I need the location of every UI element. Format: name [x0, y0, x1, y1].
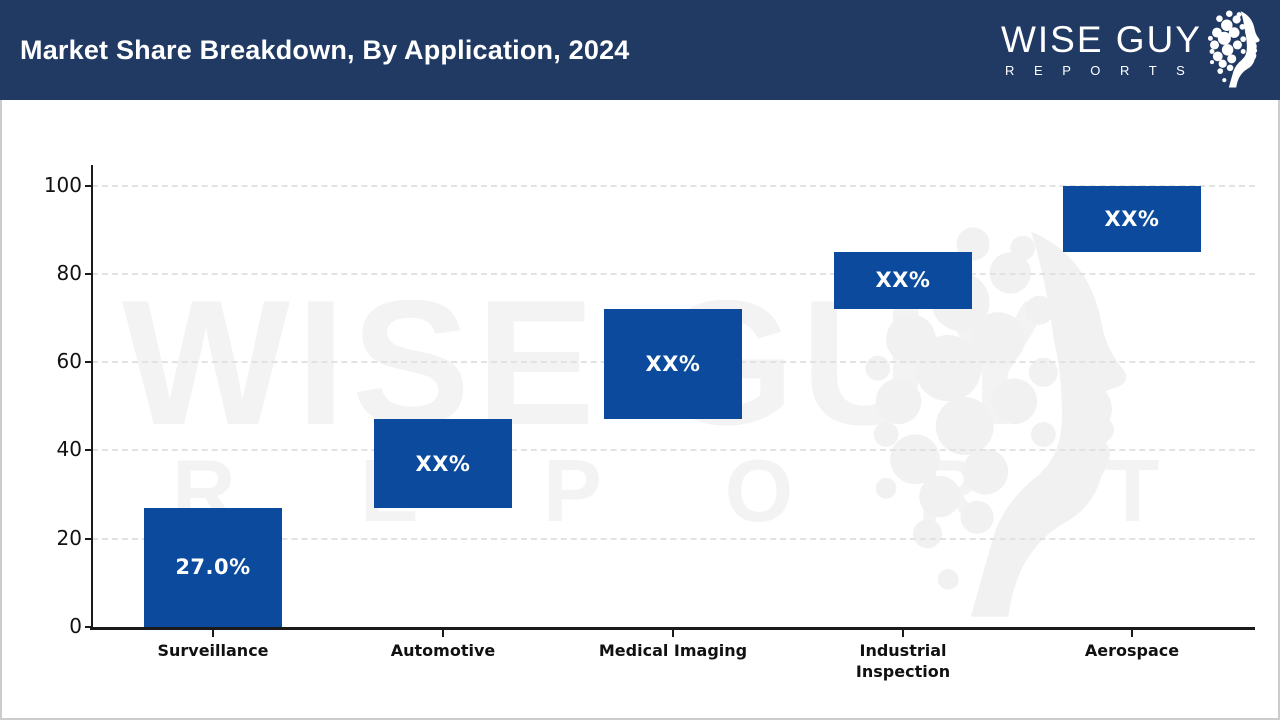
header-banner: Market Share Breakdown, By Application, …: [0, 0, 1280, 100]
y-axis-tick: [85, 626, 92, 628]
bar-value-label: XX%: [875, 268, 931, 293]
y-tick-label: 40: [56, 437, 82, 462]
x-axis-tick: [1131, 630, 1133, 637]
x-axis-tick: [442, 630, 444, 637]
x-tick-label: Medical Imaging: [598, 641, 748, 660]
y-tick-label: 80: [56, 260, 82, 285]
chart-area: WISE GUY R E P O R T S 0 20 40 60 80 100 27.0%…: [0, 100, 1280, 720]
grid-line: [92, 184, 1255, 187]
bar-aerospace: XX%: [1063, 185, 1201, 252]
y-axis-tick: [85, 537, 92, 540]
y-axis-tick: [85, 184, 92, 187]
y-axis-line: [91, 165, 93, 630]
logo-subtext: R E P O R T S: [1004, 63, 1193, 78]
x-tick-label: Aerospace: [1084, 641, 1180, 660]
bar-automotive: XX%: [374, 419, 512, 508]
logo-wordmark: WISE GUY: [1000, 19, 1202, 60]
x-axis-tick: [212, 630, 214, 637]
y-axis-tick: [85, 272, 92, 275]
bar-value-label: 27.0%: [175, 555, 251, 580]
x-axis-line: [90, 627, 1255, 630]
x-axis-tick: [902, 630, 904, 637]
bar-value-label: XX%: [1104, 206, 1160, 231]
wise-guy-reports-logo: WISE GUY R E P O R T S: [1001, 8, 1264, 90]
x-tick-label: Automotive: [390, 641, 496, 660]
logo-text: WISE GUY R E P O R T S: [1000, 19, 1202, 79]
x-tick-label: Surveillance: [157, 641, 269, 660]
grid-line: [92, 272, 1255, 275]
logo-head-profile-icon: [1207, 10, 1260, 88]
bar-industrial-inspection: XX%: [834, 251, 972, 310]
y-axis-tick: [85, 449, 92, 452]
bar-surveillance: 27.0%: [144, 507, 282, 627]
bar-value-label: XX%: [645, 352, 701, 377]
bar-medical-imaging: XX%: [604, 309, 742, 420]
y-axis-tick: [85, 361, 92, 364]
x-tick-label: Industrial Inspection: [855, 641, 951, 681]
y-tick-label: 0: [69, 614, 82, 638]
grid-line: [92, 449, 1255, 452]
plot-area: 0 20 40 60 80 100 27.0% Surveillance XX% Automoti…: [2, 100, 1278, 718]
y-tick-label: 60: [56, 349, 82, 374]
bar-value-label: XX%: [415, 451, 471, 476]
y-tick-label: 100: [43, 172, 82, 197]
x-axis-tick: [672, 630, 674, 637]
page-title: Market Share Breakdown, By Application, …: [20, 34, 630, 65]
y-tick-label: 20: [56, 525, 82, 550]
grid-line: [92, 537, 1255, 540]
